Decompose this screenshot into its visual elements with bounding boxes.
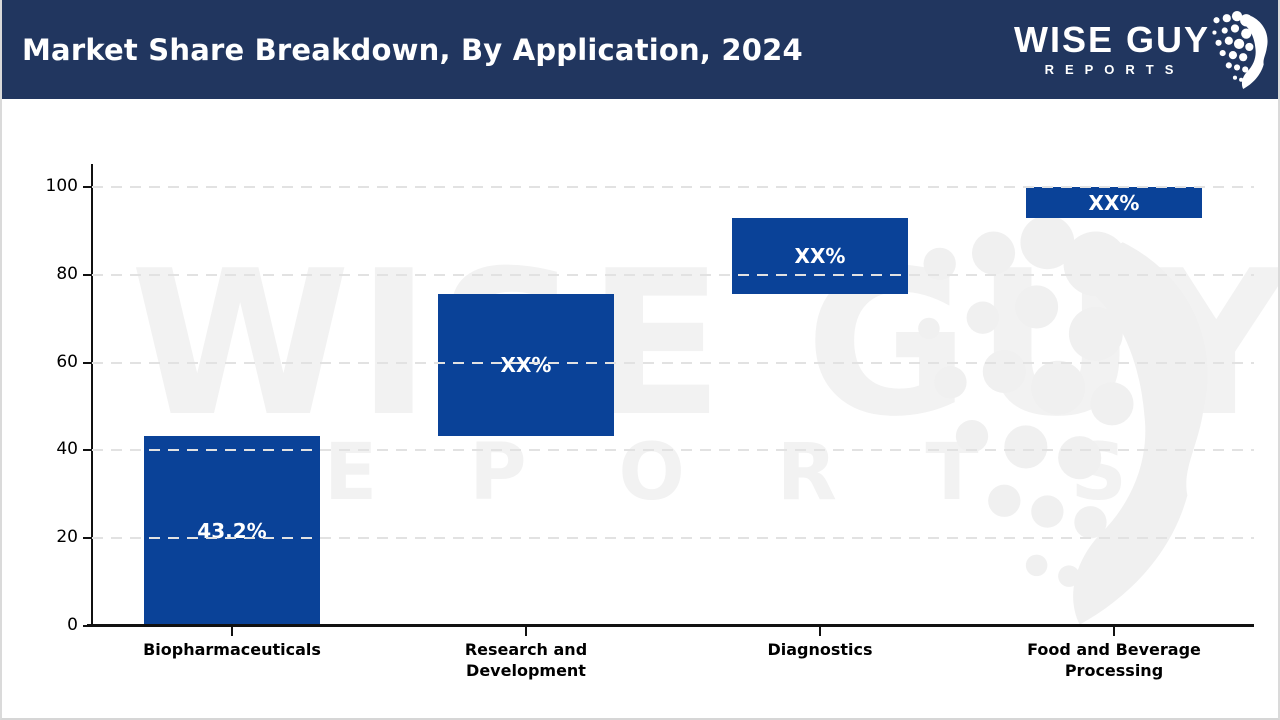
x-tick-mark-3 bbox=[819, 627, 821, 636]
wise-guy-reports-logo: WISE GUY REPORTS bbox=[1014, 10, 1268, 90]
bar-3: XX% bbox=[732, 218, 908, 295]
y-tick-mark-40 bbox=[83, 449, 92, 452]
y-tick-label-20: 20 bbox=[56, 527, 78, 548]
logo-brand-subtitle: REPORTS bbox=[1044, 62, 1185, 77]
bar-1: 43.2% bbox=[144, 436, 320, 626]
bar-value-label: XX% bbox=[1088, 190, 1140, 215]
bar-4: XX% bbox=[1026, 187, 1202, 219]
gridline-80 bbox=[92, 273, 1254, 276]
logo-brand-name: WISE GUY bbox=[1013, 19, 1210, 60]
category-label-line: Processing bbox=[1064, 661, 1164, 680]
x-tick-mark-2 bbox=[525, 627, 527, 636]
y-tick-mark-20 bbox=[83, 537, 92, 540]
category-label: Research and Development bbox=[376, 639, 676, 681]
bar-2: XX% bbox=[438, 294, 614, 437]
category-label: Food and Beverage Processing bbox=[964, 639, 1264, 681]
logo-head-icon bbox=[1212, 10, 1268, 89]
category-label-line: Development bbox=[466, 661, 586, 680]
category-label: Biopharmaceuticals bbox=[82, 639, 382, 660]
x-axis bbox=[87, 624, 1254, 627]
gridline-60 bbox=[92, 361, 1254, 364]
y-tick-mark-80 bbox=[83, 273, 92, 276]
page-title: Market Share Breakdown, By Application, … bbox=[22, 32, 803, 67]
logo-text: WISE GUY REPORTS bbox=[1013, 19, 1210, 78]
y-tick-label-80: 80 bbox=[56, 263, 78, 284]
category-label-line: Diagnostics bbox=[767, 640, 873, 659]
y-tick-label-100: 100 bbox=[45, 176, 78, 196]
bar-value-label: XX% bbox=[500, 353, 552, 378]
gridline-100 bbox=[92, 186, 1254, 188]
category-label-line: Food and Beverage bbox=[1027, 640, 1201, 659]
bar-value-label: XX% bbox=[794, 244, 846, 269]
bar-value-label: 43.2% bbox=[197, 519, 267, 544]
y-tick-label-40: 40 bbox=[56, 439, 78, 460]
watermark-head-icon bbox=[918, 215, 1208, 625]
y-axis bbox=[91, 164, 93, 627]
x-tick-mark-4 bbox=[1113, 627, 1115, 636]
gridline-20 bbox=[92, 537, 1254, 540]
category-label: Diagnostics bbox=[670, 639, 970, 660]
category-label-line: Biopharmaceuticals bbox=[143, 640, 321, 659]
y-tick-mark-60 bbox=[83, 361, 92, 364]
y-tick-mark-100 bbox=[83, 186, 92, 188]
header: Market Share Breakdown, By Application, … bbox=[2, 0, 1278, 99]
x-tick-mark-1 bbox=[231, 627, 233, 636]
y-tick-label-0: 0 bbox=[67, 615, 78, 635]
category-label-line: Research and bbox=[464, 640, 588, 659]
y-tick-label-60: 60 bbox=[56, 351, 78, 372]
gridline-40 bbox=[92, 449, 1254, 452]
